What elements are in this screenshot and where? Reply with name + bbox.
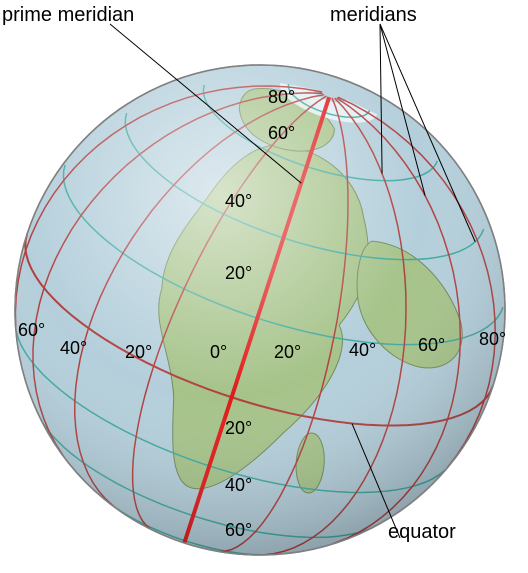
- lat-label-1: 60°: [268, 123, 295, 144]
- lat-label-0: 80°: [268, 87, 295, 108]
- lat-label-4: 20°: [225, 418, 252, 439]
- lon-label-5: 60°: [418, 335, 445, 356]
- label-prime-meridian: prime meridian: [2, 4, 134, 27]
- lon-label-6: 60°: [18, 320, 45, 341]
- lat-label-6: 60°: [225, 520, 252, 541]
- globe: [0, 1, 528, 573]
- lon-label-4: 40°: [60, 338, 87, 359]
- lat-label-5: 40°: [225, 475, 252, 496]
- lat-label-2: 40°: [225, 191, 252, 212]
- label-meridians: meridians: [330, 4, 417, 27]
- label-equator: equator: [388, 521, 456, 544]
- lon-label-0: 0°: [210, 342, 227, 363]
- lon-label-7: 80°: [479, 329, 506, 350]
- lat-label-3: 20°: [225, 263, 252, 284]
- lon-label-2: 20°: [125, 342, 152, 363]
- globe-diagram: [0, 0, 528, 573]
- lon-label-1: 20°: [274, 342, 301, 363]
- lon-label-3: 40°: [349, 340, 376, 361]
